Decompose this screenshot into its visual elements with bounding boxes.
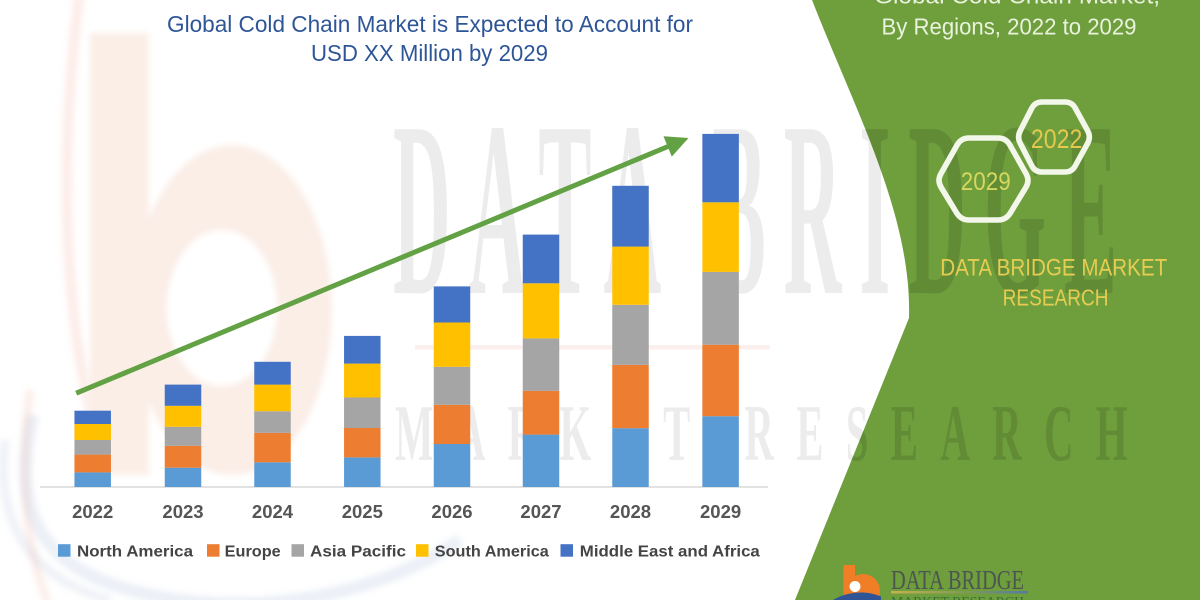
svg-text:South America: South America xyxy=(435,544,549,561)
svg-text:DATA BRIDGE: DATA BRIDGE xyxy=(891,565,1024,595)
svg-text:2023: 2023 xyxy=(162,501,203,522)
svg-text:2029: 2029 xyxy=(961,168,1011,196)
svg-text:North America: North America xyxy=(77,544,193,561)
svg-text:Global Cold Chain Market,: Global Cold Chain Market, xyxy=(874,0,1160,9)
svg-text:MARKET RESEARCH: MARKET RESEARCH xyxy=(395,388,1150,477)
svg-text:2024: 2024 xyxy=(252,501,294,522)
svg-text:DATA BRIDGE MARKET: DATA BRIDGE MARKET xyxy=(940,255,1167,282)
svg-text:2022: 2022 xyxy=(72,501,113,522)
svg-text:2027: 2027 xyxy=(520,501,561,522)
svg-text:USD XX Million by 2029: USD XX Million by 2029 xyxy=(311,40,548,66)
svg-text:2029: 2029 xyxy=(700,501,741,522)
svg-text:2028: 2028 xyxy=(610,501,651,522)
svg-text:Middle East and Africa: Middle East and Africa xyxy=(580,544,760,561)
svg-text:Asia Pacific: Asia Pacific xyxy=(310,544,406,561)
svg-text:Global Cold Chain Market is Ex: Global Cold Chain Market is Expected to … xyxy=(167,11,693,37)
svg-text:Europe: Europe xyxy=(225,544,281,561)
svg-text:2026: 2026 xyxy=(431,501,472,522)
svg-text:MARKET RESEARCH: MARKET RESEARCH xyxy=(891,595,1024,600)
svg-text:2022: 2022 xyxy=(1031,124,1083,154)
svg-text:RESEARCH: RESEARCH xyxy=(1003,284,1109,310)
svg-text:By Regions, 2022 to 2029: By Regions, 2022 to 2029 xyxy=(882,14,1137,40)
svg-text:2025: 2025 xyxy=(342,501,383,522)
